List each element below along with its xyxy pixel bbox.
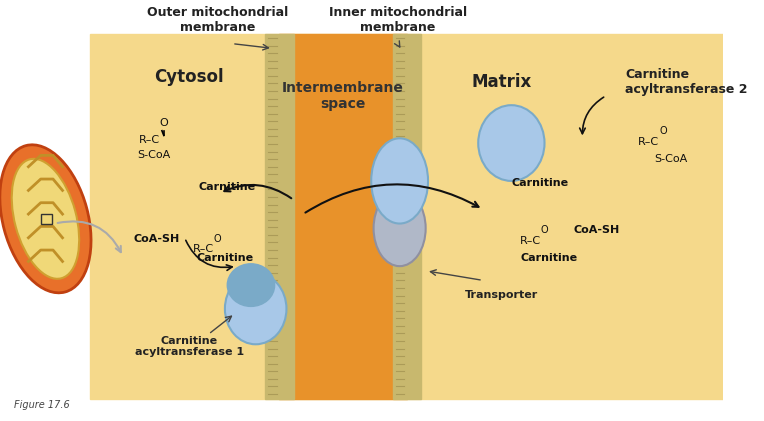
Bar [393,34,407,399]
Text: Carnitine: Carnitine [197,253,254,264]
Text: O: O [659,125,667,136]
Text: Transporter: Transporter [465,290,539,300]
Bar [407,34,422,399]
Text: Carnitine: Carnitine [511,178,568,188]
Ellipse shape [371,139,428,224]
Ellipse shape [225,273,286,344]
Text: Figure 17.6: Figure 17.6 [15,400,70,410]
Bar [265,34,280,399]
Text: Carnitine: Carnitine [199,182,256,192]
Bar [280,34,407,399]
Text: S-CoA: S-CoA [138,150,171,160]
Text: Outer mitochondrial
membrane: Outer mitochondrial membrane [147,6,289,34]
Text: Carnitine
acyltransferase 2: Carnitine acyltransferase 2 [625,67,747,96]
Text: O: O [160,118,168,128]
Text: R–C: R–C [520,236,541,246]
Text: Cytosol: Cytosol [154,68,224,86]
Text: O: O [541,225,549,235]
Bar [40,214,52,224]
Ellipse shape [0,145,91,293]
Text: O: O [214,234,222,245]
Text: Inner mitochondrial
membrane: Inner mitochondrial membrane [329,6,467,34]
Ellipse shape [478,105,545,181]
Text: Matrix: Matrix [472,72,532,91]
Text: R–C: R–C [638,137,659,147]
Bar [280,34,293,399]
Ellipse shape [374,190,426,266]
Text: R–C: R–C [193,244,214,254]
Ellipse shape [11,159,79,279]
Ellipse shape [227,264,274,306]
Text: CoA-SH: CoA-SH [574,225,620,235]
Text: Carnitine
acyltransferase 1: Carnitine acyltransferase 1 [134,336,244,357]
Text: Carnitine: Carnitine [521,253,578,264]
Text: Intermembrane
space: Intermembrane space [282,80,403,111]
Bar [90,34,724,399]
Text: S-CoA: S-CoA [654,154,687,164]
Text: R–C: R–C [139,135,160,145]
Text: CoA-SH: CoA-SH [133,234,180,245]
